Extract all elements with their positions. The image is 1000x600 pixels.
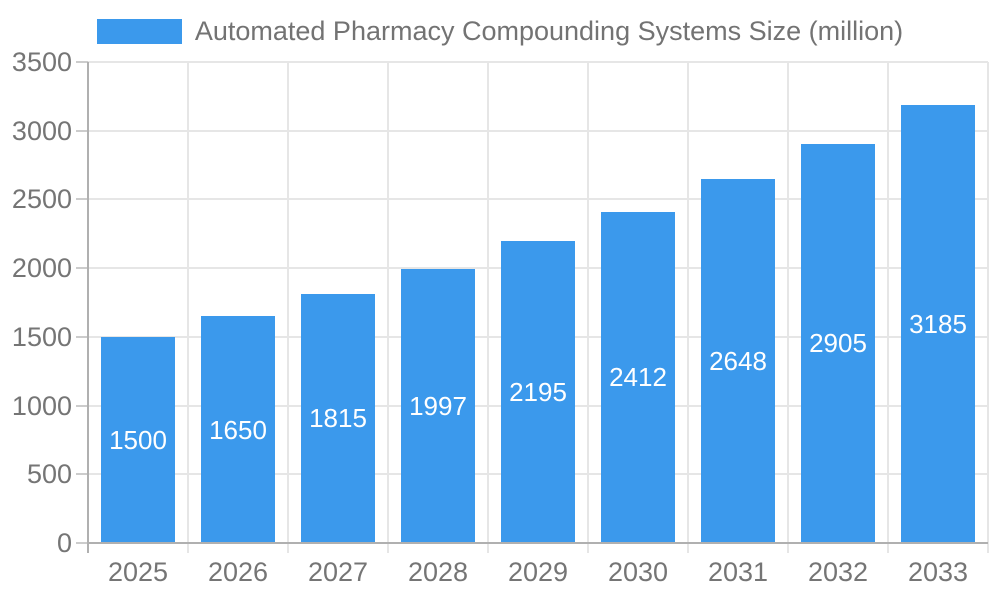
gridline-vertical [687, 62, 689, 543]
x-axis-tick [787, 543, 789, 553]
bar-value-label: 2195 [509, 377, 567, 408]
bar-2033[interactable]: 3185 [901, 105, 975, 543]
bar-value-label: 1815 [309, 403, 367, 434]
bar-value-label: 1650 [209, 414, 267, 445]
bar-value-label: 2905 [809, 328, 867, 359]
x-axis-tick [487, 543, 489, 553]
y-axis-tick [76, 129, 88, 132]
gridline-vertical [487, 62, 489, 543]
bar-2031[interactable]: 2648 [701, 179, 775, 543]
gridline-vertical [387, 62, 389, 543]
bar-value-label: 3185 [909, 309, 967, 340]
x-tick-label: 2027 [307, 557, 369, 587]
bar-2026[interactable]: 1650 [201, 316, 275, 543]
gridline-horizontal [88, 198, 988, 201]
gridline-horizontal [88, 61, 988, 63]
x-tick-label: 2026 [207, 557, 269, 587]
bar-2029[interactable]: 2195 [501, 241, 575, 543]
x-axis-tick [587, 543, 589, 553]
gridline-vertical [887, 62, 889, 543]
y-axis-tick [76, 61, 88, 63]
y-axis-tick [76, 542, 88, 544]
bar-2028[interactable]: 1997 [401, 268, 475, 543]
x-tick-label: 2025 [107, 557, 169, 587]
bar-2032[interactable]: 2905 [801, 143, 875, 543]
x-axis-tick [387, 543, 389, 553]
legend[interactable]: Automated Pharmacy Compounding Systems S… [0, 15, 1000, 46]
y-tick-label: 1000 [11, 390, 72, 421]
x-axis-line [88, 542, 988, 544]
y-axis-tick [76, 473, 88, 476]
y-tick-label: 1500 [11, 321, 72, 352]
gridline-vertical [787, 62, 789, 543]
legend-swatch[interactable] [96, 18, 182, 44]
x-tick-label: 2032 [807, 557, 869, 587]
y-axis-tick [76, 267, 88, 270]
gridline-vertical [287, 62, 289, 543]
y-axis-tick [76, 198, 88, 201]
y-axis-line [87, 62, 89, 553]
bar-value-label: 1500 [109, 424, 167, 455]
gridline-vertical [587, 62, 589, 543]
y-tick-label: 2000 [11, 253, 72, 284]
x-tick-label: 2028 [407, 557, 469, 587]
bar-2027[interactable]: 1815 [301, 293, 375, 543]
x-axis-tick [887, 543, 889, 553]
x-tick-label: 2031 [707, 557, 769, 587]
bar-2030[interactable]: 2412 [601, 211, 675, 543]
y-axis-tick [76, 404, 88, 407]
gridline-vertical [987, 62, 989, 543]
y-tick-label: 500 [26, 459, 72, 490]
bar-value-label: 2648 [709, 346, 767, 377]
x-tick-label: 2029 [507, 557, 569, 587]
bar-2025[interactable]: 1500 [101, 336, 175, 543]
x-axis-tick [987, 543, 989, 553]
x-axis-tick [187, 543, 189, 553]
gridline-horizontal [88, 129, 988, 132]
legend-label: Automated Pharmacy Compounding Systems S… [194, 15, 904, 46]
bar-value-label: 1997 [409, 390, 467, 421]
x-tick-label: 2033 [907, 557, 969, 587]
y-tick-label: 3500 [11, 47, 72, 77]
y-tick-label: 2500 [11, 184, 72, 215]
bar-value-label: 2412 [609, 362, 667, 393]
x-axis-tick [687, 543, 689, 553]
y-tick-label: 3000 [11, 115, 72, 146]
y-tick-label: 0 [56, 528, 72, 558]
y-axis-tick [76, 335, 88, 338]
x-tick-label: 2030 [607, 557, 669, 587]
x-axis-tick [287, 543, 289, 553]
gridline-vertical [187, 62, 189, 543]
